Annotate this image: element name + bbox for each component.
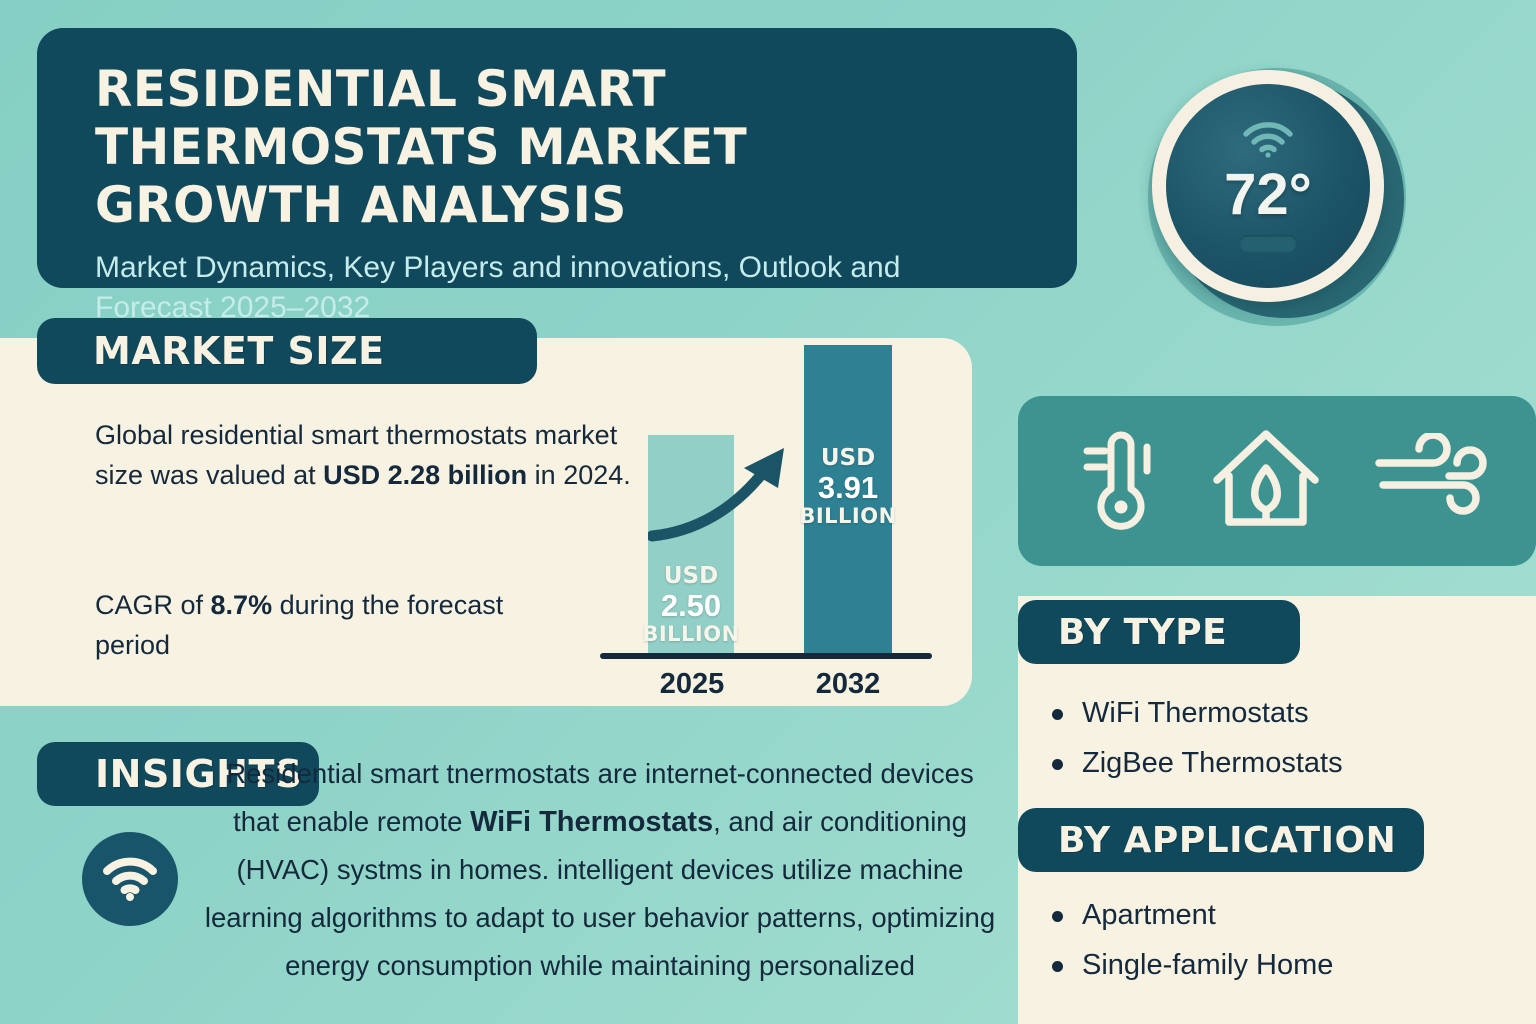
insights-badge: INSIGHTS bbox=[37, 742, 319, 806]
thermostat-temperature: 72° bbox=[1224, 162, 1312, 227]
insights-body-post: , and air conditioning (HVAC) systms in … bbox=[204, 806, 996, 981]
page-title: RESIDENTIAL SMART THERMOSTATS MARKET GRO… bbox=[95, 60, 748, 234]
axis-tick-2032: 2032 bbox=[815, 668, 881, 700]
thermometer-icon bbox=[1065, 427, 1161, 536]
by-type-list: WiFi Thermostats ZigBee Thermostats bbox=[1048, 688, 1343, 788]
insights-body-pre: Residential smart tnermostats are intern… bbox=[226, 758, 974, 837]
by-type-badge: BY TYPE bbox=[1018, 600, 1300, 664]
by-application-item-0: Apartment bbox=[1082, 899, 1216, 931]
bar-2025: USD 2.50 BILLION bbox=[642, 435, 739, 653]
by-application-badge-label: BY APPLICATION bbox=[1058, 819, 1397, 861]
thermostat-display: 72° bbox=[1166, 84, 1370, 288]
list-item: Single-family Home bbox=[1048, 940, 1333, 990]
market-size-paragraph-pre: Global residential smart thermostats mar… bbox=[95, 420, 618, 490]
by-application-list: Apartment Single-family Home bbox=[1048, 890, 1333, 990]
market-size-value: USD 2.28 billion bbox=[323, 460, 528, 490]
bar-2025-value: 2.50 bbox=[660, 588, 722, 623]
list-item: Apartment bbox=[1048, 890, 1333, 940]
insights-wifi-icon bbox=[82, 832, 178, 926]
market-growth-bar-chart: USD 2.50 BILLION USD 3.91 BILLION 2025 2… bbox=[596, 345, 936, 705]
market-size-paragraph: Global residential smart thermostats mar… bbox=[95, 415, 655, 495]
market-size-badge-label: MARKET SIZE bbox=[93, 329, 385, 373]
header-panel: RESIDENTIAL SMART THERMOSTATS MARKET GRO… bbox=[37, 28, 1077, 324]
thermostat-button[interactable] bbox=[1239, 235, 1297, 252]
list-item: ZigBee Thermostats bbox=[1048, 738, 1343, 788]
bar-2032-unit: BILLION bbox=[799, 504, 897, 528]
by-type-badge-label: BY TYPE bbox=[1058, 611, 1228, 653]
bar-2032-value: 3.91 bbox=[817, 470, 879, 505]
axis-tick-2025: 2025 bbox=[659, 668, 725, 700]
thermostat-illustration: 72° bbox=[1130, 50, 1410, 330]
insights-badge-label: INSIGHTS bbox=[95, 752, 303, 796]
growth-arrow-icon bbox=[646, 440, 828, 560]
by-application-badge: BY APPLICATION bbox=[1018, 808, 1424, 872]
insights-body: Residential smart tnermostats are intern… bbox=[200, 750, 1000, 990]
cagr-paragraph: CAGR of 8.7% during the forecast period bbox=[95, 585, 515, 665]
market-size-paragraph-post: in 2024. bbox=[527, 460, 631, 490]
by-type-item-1: ZigBee Thermostats bbox=[1082, 747, 1343, 779]
chart-baseline bbox=[600, 653, 932, 659]
by-application-item-1: Single-family Home bbox=[1082, 949, 1334, 981]
feature-icon-strip bbox=[1018, 396, 1536, 566]
bar-2025-usd: USD bbox=[663, 563, 719, 589]
insights-body-highlight: WiFi Thermostats bbox=[470, 806, 714, 838]
bar-2032: USD 3.91 BILLION bbox=[799, 345, 896, 653]
bar-2025-unit: BILLION bbox=[642, 622, 740, 646]
list-item: WiFi Thermostats bbox=[1048, 688, 1343, 738]
wifi-icon bbox=[1240, 120, 1296, 163]
by-type-item-0: WiFi Thermostats bbox=[1082, 697, 1309, 729]
cagr-pre: CAGR of bbox=[95, 590, 211, 620]
cagr-value: 8.7% bbox=[210, 590, 273, 620]
cagr-post: during the forecast period bbox=[95, 590, 504, 660]
house-flame-icon bbox=[1207, 424, 1325, 539]
market-size-badge: MARKET SIZE bbox=[37, 318, 537, 384]
page-subtitle: Market Dynamics, Key Players and innovat… bbox=[95, 251, 901, 324]
bar-2032-usd: USD bbox=[820, 445, 876, 471]
wind-icon bbox=[1371, 430, 1489, 530]
